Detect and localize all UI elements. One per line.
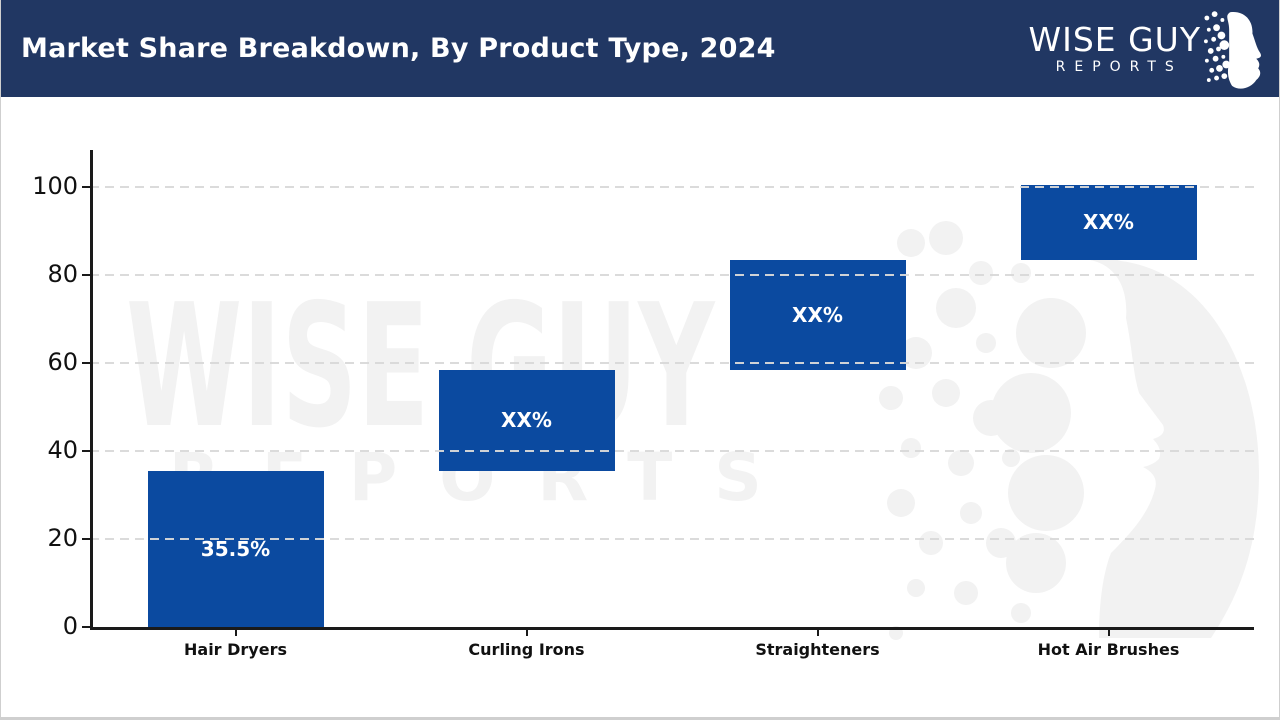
logo-subtext: REPORTS <box>1055 59 1183 76</box>
logo-face-icon <box>1203 11 1262 89</box>
y-tick-mark <box>82 626 90 628</box>
bar-value-label: 35.5% <box>200 536 271 561</box>
bar-value-label: XX% <box>501 408 552 433</box>
y-tick-label: 0 <box>62 612 78 640</box>
x-tick-mark <box>234 629 237 636</box>
wise-guy-reports-logo: WISE GUY REPORTS <box>1028 6 1265 92</box>
y-tick-label: 20 <box>47 524 78 552</box>
logo-text: WISE GUY REPORTS <box>1028 19 1201 76</box>
watermark-face-icon <box>879 221 1259 640</box>
bar-hair-dryers <box>147 470 324 627</box>
x-axis-label: Straighteners <box>755 640 880 659</box>
y-tick-mark <box>82 450 90 452</box>
bar-hot-air-brushes <box>1020 184 1197 260</box>
bar-value-label: XX% <box>792 302 843 327</box>
y-tick-label: 60 <box>47 348 78 376</box>
gridline-40 <box>90 450 1254 452</box>
x-tick-mark <box>816 629 819 636</box>
watermark-wordmark: WISE GUY <box>126 268 715 466</box>
y-tick-label: 80 <box>47 260 78 288</box>
bar-curling-irons <box>438 369 615 471</box>
y-tick-mark <box>82 186 90 188</box>
y-tick-mark <box>82 538 90 540</box>
bar-straighteners <box>729 259 906 370</box>
x-axis-label: Curling Irons <box>468 640 585 659</box>
x-axis-label: Hair Dryers <box>184 640 287 659</box>
y-tick-label: 100 <box>32 172 78 200</box>
gridline-60 <box>90 362 1254 364</box>
y-axis-line <box>90 150 93 630</box>
logo-wordmark: WISE GUY <box>1028 19 1201 59</box>
gridline-20 <box>90 538 1254 540</box>
x-axis-line <box>90 627 1254 630</box>
y-tick-label: 40 <box>47 436 78 464</box>
x-axis-label: Hot Air Brushes <box>1037 640 1180 659</box>
gridline-80 <box>90 274 1254 276</box>
x-tick-mark <box>1107 629 1110 636</box>
chart-title: Market Share Breakdown, By Product Type,… <box>21 33 776 64</box>
y-tick-mark <box>82 362 90 364</box>
bar-value-label: XX% <box>1083 210 1134 235</box>
gridline-100 <box>90 186 1254 188</box>
x-tick-mark <box>525 629 528 636</box>
y-tick-mark <box>82 274 90 276</box>
header-bar: Market Share Breakdown, By Product Type,… <box>1 0 1279 97</box>
